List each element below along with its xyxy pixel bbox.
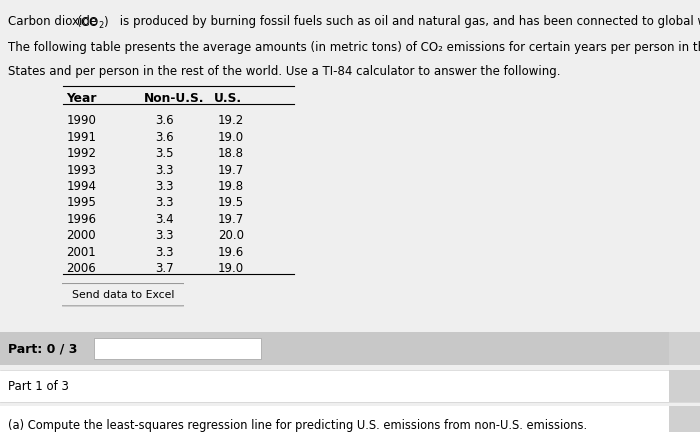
Text: 18.8: 18.8 <box>218 147 244 160</box>
Text: 3.3: 3.3 <box>155 246 174 259</box>
Text: 19.7: 19.7 <box>218 213 244 226</box>
Text: 3.7: 3.7 <box>155 262 174 275</box>
Text: 1995: 1995 <box>66 197 97 210</box>
Text: is produced by burning fossil fuels such as oil and natural gas, and has been co: is produced by burning fossil fuels such… <box>116 15 700 28</box>
Text: 1994: 1994 <box>66 180 97 193</box>
Text: 3.3: 3.3 <box>155 197 174 210</box>
Text: 1990: 1990 <box>66 114 97 127</box>
Text: 1991: 1991 <box>66 131 97 144</box>
Text: 2000: 2000 <box>66 229 96 242</box>
Text: 3.3: 3.3 <box>155 229 174 242</box>
Text: 3.4: 3.4 <box>155 213 174 226</box>
Text: (a) Compute the least-squares regression line for predicting U.S. emissions from: (a) Compute the least-squares regression… <box>8 419 587 432</box>
Text: U.S.: U.S. <box>214 92 242 105</box>
Text: 19.8: 19.8 <box>218 180 244 193</box>
Bar <box>94 338 260 359</box>
Text: 3.6: 3.6 <box>155 131 174 144</box>
Text: 20.0: 20.0 <box>218 229 244 242</box>
Text: 19.0: 19.0 <box>218 262 244 275</box>
FancyBboxPatch shape <box>58 283 188 306</box>
Text: 2006: 2006 <box>66 262 97 275</box>
Text: Carbon dioxide: Carbon dioxide <box>8 15 101 28</box>
Text: 3.3: 3.3 <box>155 164 174 177</box>
Text: 19.0: 19.0 <box>218 131 244 144</box>
Text: 1992: 1992 <box>66 147 97 160</box>
Text: Part: 0 / 3: Part: 0 / 3 <box>8 342 78 355</box>
Text: 19.7: 19.7 <box>218 164 244 177</box>
Text: 2001: 2001 <box>66 246 97 259</box>
Text: 1996: 1996 <box>66 213 97 226</box>
Text: Send data to Excel: Send data to Excel <box>71 290 174 300</box>
Text: 1993: 1993 <box>66 164 97 177</box>
Text: 3.5: 3.5 <box>155 147 174 160</box>
Text: States and per person in the rest of the world. Use a TI-84 calculator to answer: States and per person in the rest of the… <box>8 65 561 78</box>
Text: Year: Year <box>66 92 97 105</box>
Text: 19.6: 19.6 <box>218 246 244 259</box>
Text: 19.2: 19.2 <box>218 114 244 127</box>
Text: The following table presents the average amounts (in metric tons) of CO₂ emissio: The following table presents the average… <box>8 41 700 54</box>
Text: $\mathregular{(CO_2)}$: $\mathregular{(CO_2)}$ <box>76 15 109 31</box>
Text: Part 1 of 3: Part 1 of 3 <box>8 380 69 393</box>
Text: 3.3: 3.3 <box>155 180 174 193</box>
Text: 19.5: 19.5 <box>218 197 244 210</box>
Text: Non-U.S.: Non-U.S. <box>144 92 204 105</box>
Text: 3.6: 3.6 <box>155 114 174 127</box>
